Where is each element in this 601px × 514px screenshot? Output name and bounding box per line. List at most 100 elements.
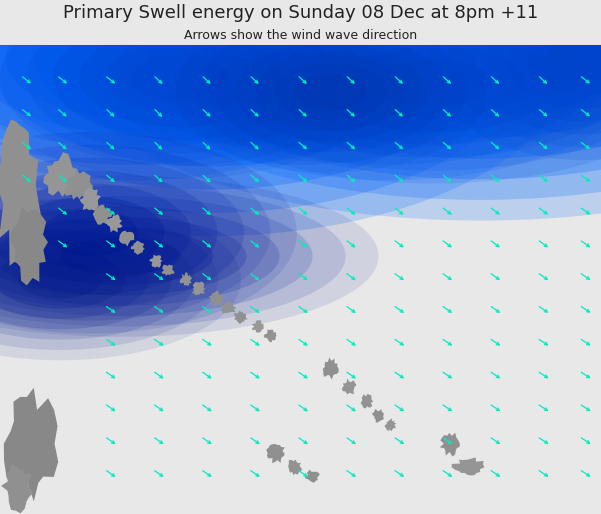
Ellipse shape	[16, 196, 165, 269]
Polygon shape	[0, 120, 41, 268]
Ellipse shape	[0, 183, 191, 282]
Polygon shape	[440, 433, 460, 456]
Polygon shape	[323, 358, 339, 380]
Ellipse shape	[307, 33, 559, 132]
Ellipse shape	[235, 43, 426, 142]
Ellipse shape	[94, 0, 507, 165]
Ellipse shape	[42, 209, 138, 256]
Ellipse shape	[0, 176, 379, 337]
Ellipse shape	[27, 227, 213, 285]
Text: Primary Swell energy on Sunday 08 Dec at 8pm +11: Primary Swell energy on Sunday 08 Dec at…	[63, 4, 538, 22]
Ellipse shape	[106, 42, 255, 115]
Ellipse shape	[547, 36, 601, 83]
Ellipse shape	[0, 132, 297, 334]
Polygon shape	[209, 290, 224, 306]
Ellipse shape	[34, 0, 387, 143]
Ellipse shape	[195, 22, 466, 162]
Ellipse shape	[0, 0, 387, 179]
Polygon shape	[149, 254, 163, 268]
Ellipse shape	[468, 0, 601, 134]
Ellipse shape	[67, 0, 601, 221]
Polygon shape	[192, 281, 206, 296]
Polygon shape	[11, 207, 48, 285]
Ellipse shape	[487, 0, 601, 121]
Polygon shape	[252, 320, 264, 333]
Ellipse shape	[332, 1, 601, 117]
Ellipse shape	[126, 12, 294, 97]
Ellipse shape	[231, 0, 550, 134]
Ellipse shape	[428, 0, 601, 160]
Ellipse shape	[0, 158, 244, 308]
Ellipse shape	[0, 250, 126, 309]
Polygon shape	[342, 378, 356, 394]
Ellipse shape	[147, 0, 454, 139]
Ellipse shape	[226, 0, 601, 159]
Ellipse shape	[0, 0, 480, 190]
Polygon shape	[119, 230, 134, 247]
Ellipse shape	[279, 0, 601, 138]
Polygon shape	[1, 464, 33, 513]
Ellipse shape	[0, 0, 291, 134]
Polygon shape	[264, 329, 276, 342]
Polygon shape	[305, 470, 320, 483]
Ellipse shape	[198, 0, 583, 149]
Ellipse shape	[53, 16, 308, 140]
Polygon shape	[361, 394, 373, 408]
Ellipse shape	[0, 0, 391, 180]
Ellipse shape	[331, 31, 451, 87]
Ellipse shape	[0, 199, 241, 360]
Ellipse shape	[173, 0, 601, 179]
Ellipse shape	[0, 217, 246, 296]
Ellipse shape	[79, 29, 281, 127]
Polygon shape	[131, 241, 145, 255]
Ellipse shape	[215, 32, 446, 152]
Ellipse shape	[373, 59, 493, 106]
Ellipse shape	[0, 0, 433, 167]
Ellipse shape	[0, 186, 346, 326]
Ellipse shape	[0, 171, 218, 295]
Polygon shape	[79, 188, 101, 211]
Ellipse shape	[6, 0, 258, 118]
Ellipse shape	[175, 11, 486, 173]
Polygon shape	[385, 418, 397, 431]
Ellipse shape	[264, 0, 517, 118]
Ellipse shape	[294, 74, 367, 111]
Ellipse shape	[120, 0, 481, 152]
Polygon shape	[162, 265, 175, 276]
Ellipse shape	[340, 46, 526, 119]
Ellipse shape	[273, 21, 592, 145]
Polygon shape	[64, 168, 93, 200]
Polygon shape	[93, 205, 112, 225]
Ellipse shape	[527, 23, 601, 96]
Polygon shape	[372, 409, 384, 423]
Ellipse shape	[132, 0, 601, 180]
Ellipse shape	[207, 0, 601, 171]
Ellipse shape	[0, 0, 572, 236]
Ellipse shape	[80, 0, 341, 120]
Polygon shape	[234, 310, 248, 324]
Polygon shape	[266, 444, 285, 463]
Ellipse shape	[0, 0, 361, 166]
Ellipse shape	[0, 209, 218, 350]
Ellipse shape	[132, 54, 228, 101]
Ellipse shape	[72, 31, 192, 87]
Ellipse shape	[26, 3, 334, 153]
Ellipse shape	[165, 0, 601, 165]
Ellipse shape	[0, 219, 195, 340]
Ellipse shape	[0, 0, 358, 165]
Ellipse shape	[226, 28, 375, 100]
Ellipse shape	[240, 8, 601, 158]
Ellipse shape	[275, 63, 386, 121]
Ellipse shape	[448, 0, 601, 147]
Ellipse shape	[120, 0, 601, 200]
Ellipse shape	[385, 22, 577, 97]
Ellipse shape	[0, 240, 148, 319]
Ellipse shape	[507, 10, 601, 108]
Ellipse shape	[0, 230, 172, 329]
Ellipse shape	[255, 53, 406, 132]
Ellipse shape	[173, 2, 428, 126]
Polygon shape	[451, 457, 484, 475]
Ellipse shape	[0, 196, 313, 316]
Polygon shape	[4, 388, 58, 501]
Ellipse shape	[0, 0, 325, 149]
